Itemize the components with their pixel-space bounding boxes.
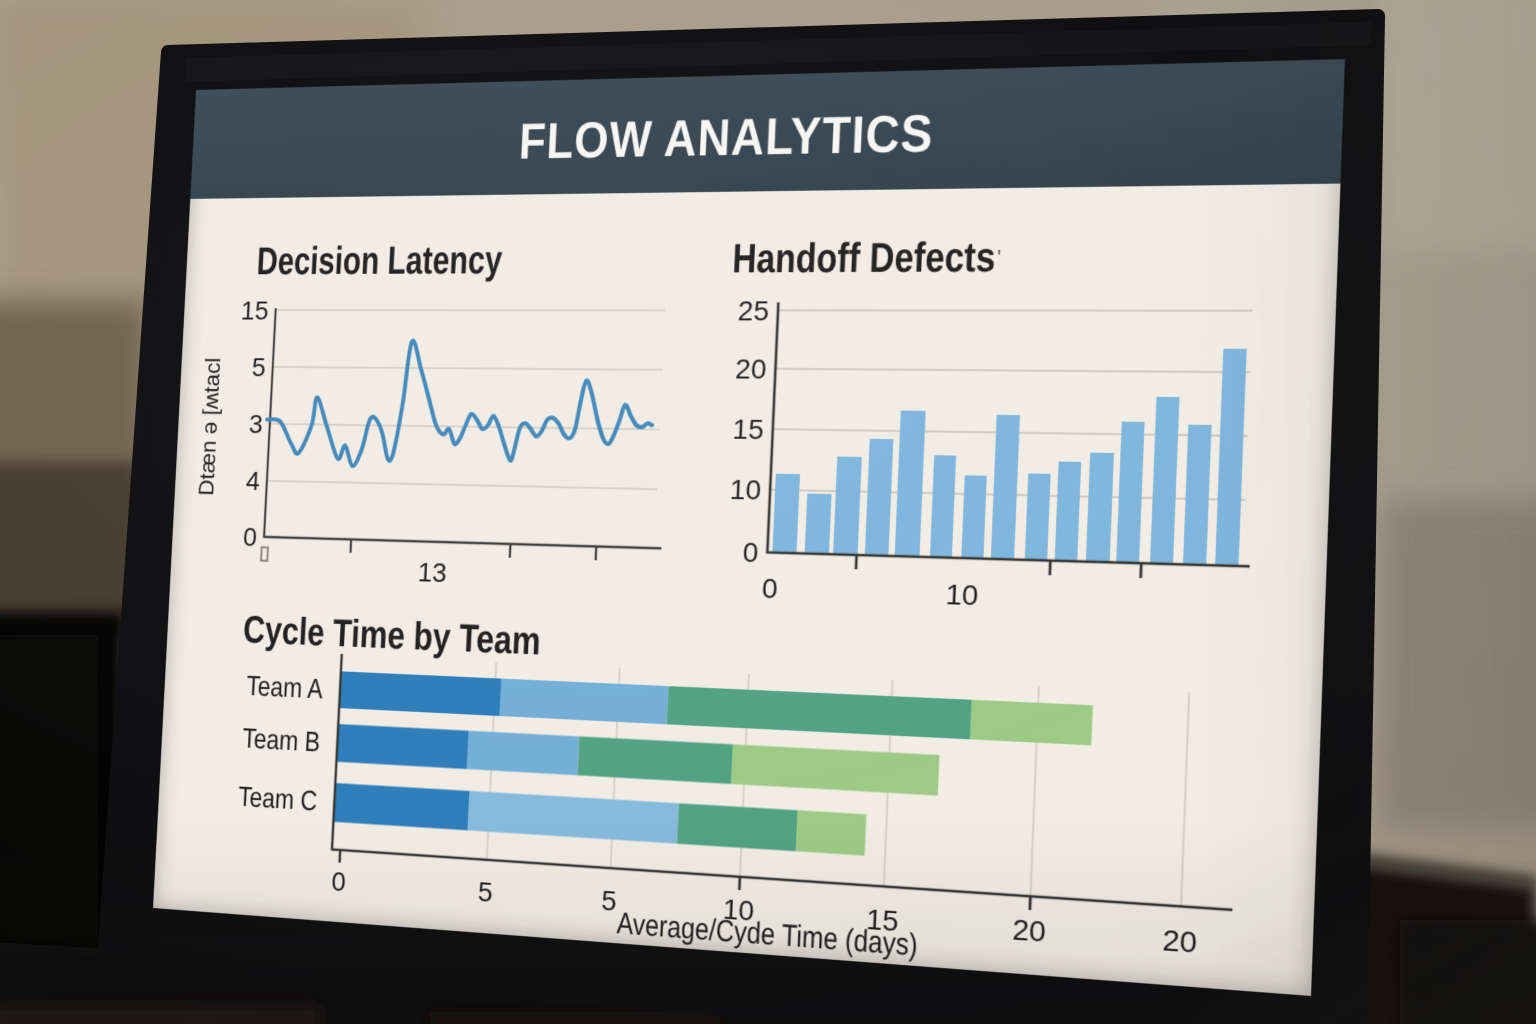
- svg-text:10: 10: [729, 474, 761, 506]
- svg-text:5: 5: [251, 353, 266, 383]
- svg-text:0: 0: [331, 866, 347, 898]
- svg-text:25: 25: [737, 296, 769, 328]
- svg-text:Team C: Team C: [237, 782, 317, 818]
- svg-text:0: 0: [242, 522, 257, 552]
- svg-text:20: 20: [1162, 924, 1198, 960]
- svg-text:20: 20: [735, 354, 767, 386]
- svg-text:0: 0: [761, 573, 778, 605]
- svg-text:15: 15: [240, 296, 269, 326]
- svg-text:': ': [996, 246, 1001, 272]
- svg-text:4: 4: [245, 466, 260, 496]
- svg-text:5: 5: [477, 876, 493, 908]
- svg-text:Team B: Team B: [242, 723, 321, 758]
- svg-text:Dtæn ə [ʍtacl: Dtæn ə [ʍtacl: [194, 358, 225, 497]
- svg-text:15: 15: [732, 414, 764, 446]
- svg-text:10: 10: [722, 893, 755, 927]
- svg-text:Team A: Team A: [246, 671, 324, 705]
- svg-text:13: 13: [417, 557, 447, 589]
- svg-text:20: 20: [1012, 913, 1047, 949]
- svg-text:Handoff Defects: Handoff Defects: [732, 235, 997, 282]
- svg-text:Decision Latency: Decision Latency: [256, 239, 504, 284]
- svg-text:5: 5: [601, 885, 618, 918]
- svg-text:FLOW ANALYTICS: FLOW ANALYTICS: [518, 104, 935, 170]
- svg-text:15: 15: [866, 903, 900, 938]
- svg-text:Cycle Time by Team: Cycle Time by Team: [242, 609, 541, 664]
- svg-text:3: 3: [248, 410, 263, 440]
- svg-text:10: 10: [945, 579, 979, 613]
- svg-text:0: 0: [742, 537, 759, 569]
